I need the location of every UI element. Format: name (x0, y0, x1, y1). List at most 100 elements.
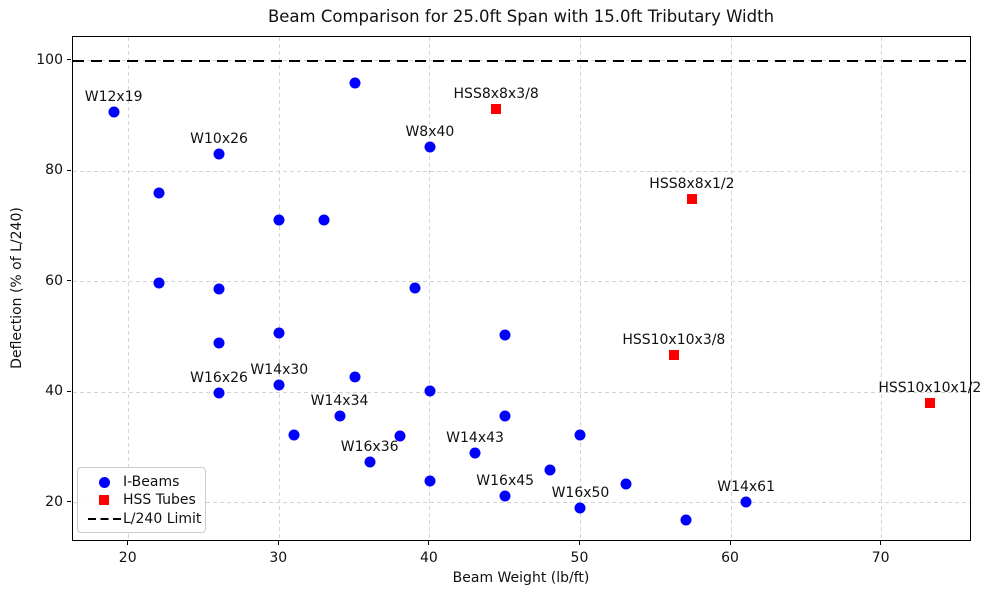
point-label: W14x30 (250, 361, 309, 378)
legend-item-ibeams: I-Beams (85, 473, 197, 491)
point-label: W12x19 (84, 89, 143, 106)
x-tick-mark (428, 541, 430, 545)
y-tick-label: 40 (45, 383, 63, 400)
legend-marker-cell (85, 476, 123, 488)
x-tick-label: 30 (269, 550, 288, 566)
x-gridline (881, 37, 883, 540)
legend-marker-cell (85, 517, 123, 520)
x-tick-mark (880, 541, 882, 545)
data-point-ibeam (424, 385, 436, 397)
point-label: W8x40 (405, 123, 455, 140)
data-point-ibeam (349, 371, 361, 383)
x-tick-mark (277, 541, 279, 545)
legend-item-limit: L/240 Limit (85, 510, 201, 528)
data-point-ibeam (364, 456, 376, 468)
data-point-ibeam (288, 429, 300, 441)
x-gridline (128, 37, 130, 540)
y-tick-mark (67, 169, 71, 171)
limit-line (73, 59, 970, 62)
data-point-ibeam (273, 214, 285, 226)
data-point-ibeam (213, 337, 225, 349)
point-label: W14x34 (310, 393, 369, 410)
y-gridline (73, 391, 970, 393)
data-point-ibeam (680, 514, 692, 526)
point-label: HSS10x10x1/2 (878, 379, 982, 396)
x-tick-label: 70 (871, 550, 890, 566)
data-point-ibeam (574, 429, 586, 441)
data-point-ibeam (424, 475, 436, 487)
chart-title: Beam Comparison for 25.0ft Span with 15.… (267, 7, 775, 26)
data-point-ibeam (740, 496, 752, 508)
data-point-ibeam (153, 187, 165, 199)
y-gridline (73, 170, 970, 172)
legend-marker-cell (85, 495, 123, 506)
data-point-ibeam (424, 141, 436, 153)
point-label: HSS10x10x3/8 (622, 332, 726, 349)
point-label: W14x61 (717, 479, 775, 496)
point-label: W16x45 (476, 472, 535, 489)
x-tick-mark (127, 541, 129, 545)
data-point-ibeam (499, 490, 511, 502)
y-gridline (73, 502, 970, 504)
ibeam-circle-marker-icon (98, 476, 110, 488)
y-gridline (73, 281, 970, 283)
x-tick-label: 60 (721, 550, 739, 566)
data-point-ibeam (318, 214, 330, 226)
y-tick-mark (67, 280, 71, 282)
data-point-ibeam (273, 379, 285, 391)
plot-area: W12x19 W10x26 W8x40 W14x30 W16x26 W14x34 W16x3… (72, 36, 981, 541)
x-tick-mark (578, 541, 580, 545)
y-tick-label: 60 (45, 272, 63, 289)
legend-label-hss-tubes: HSS Tubes (123, 492, 196, 509)
data-point-hss (924, 397, 935, 408)
y-tick-label: 80 (45, 162, 63, 179)
data-point-ibeam (620, 478, 632, 490)
point-label: W16x50 (551, 484, 610, 501)
data-point-ibeam (409, 282, 421, 294)
data-point-ibeam (334, 410, 346, 422)
y-tick-label: 100 (36, 51, 63, 68)
x-tick-label: 40 (419, 550, 438, 566)
x-gridline (730, 37, 732, 540)
point-label: W10x26 (190, 130, 248, 147)
x-tick-label: 20 (118, 550, 137, 566)
data-point-hss (686, 194, 697, 205)
data-point-hss (491, 103, 502, 114)
data-point-ibeam (213, 387, 225, 399)
data-point-ibeam (153, 277, 165, 289)
dashed-line-icon (87, 517, 121, 520)
point-label: W16x36 (340, 438, 399, 455)
data-point-ibeam (499, 410, 511, 422)
data-point-ibeam (349, 77, 361, 89)
legend: I-Beams HSS Tubes L/240 Limit (77, 467, 206, 533)
legend-label-limit: L/240 Limit (123, 510, 202, 527)
legend-item-hss-tubes: HSS Tubes (85, 491, 197, 509)
data-point-ibeam (394, 430, 406, 442)
data-point-ibeam (544, 464, 556, 476)
x-tick-mark (729, 541, 731, 545)
point-label: W16x26 (190, 370, 248, 387)
y-tick-label: 20 (45, 493, 63, 510)
x-axis-label: Beam Weight (lb/ft) (452, 570, 590, 586)
y-tick-mark (67, 390, 71, 392)
point-label: HSS8x8x1/2 (649, 176, 735, 193)
point-label: HSS8x8x3/8 (453, 85, 539, 102)
y-tick-mark (67, 59, 71, 61)
data-point-ibeam (574, 502, 586, 514)
data-point-ibeam (213, 283, 225, 295)
legend-label-ibeams: I-Beams (123, 474, 180, 491)
y-tick-mark (67, 501, 71, 503)
data-point-ibeam (469, 447, 481, 459)
data-point-hss (668, 350, 679, 361)
x-gridline (579, 37, 581, 540)
data-point-ibeam (273, 327, 285, 339)
data-point-ibeam (499, 329, 511, 341)
x-gridline (278, 37, 280, 540)
x-tick-label: 50 (570, 550, 589, 566)
hss-square-marker-icon (99, 495, 109, 506)
point-label: W14x43 (446, 430, 504, 447)
x-gridline (429, 37, 431, 540)
data-point-ibeam (108, 106, 120, 118)
data-point-ibeam (213, 148, 225, 160)
